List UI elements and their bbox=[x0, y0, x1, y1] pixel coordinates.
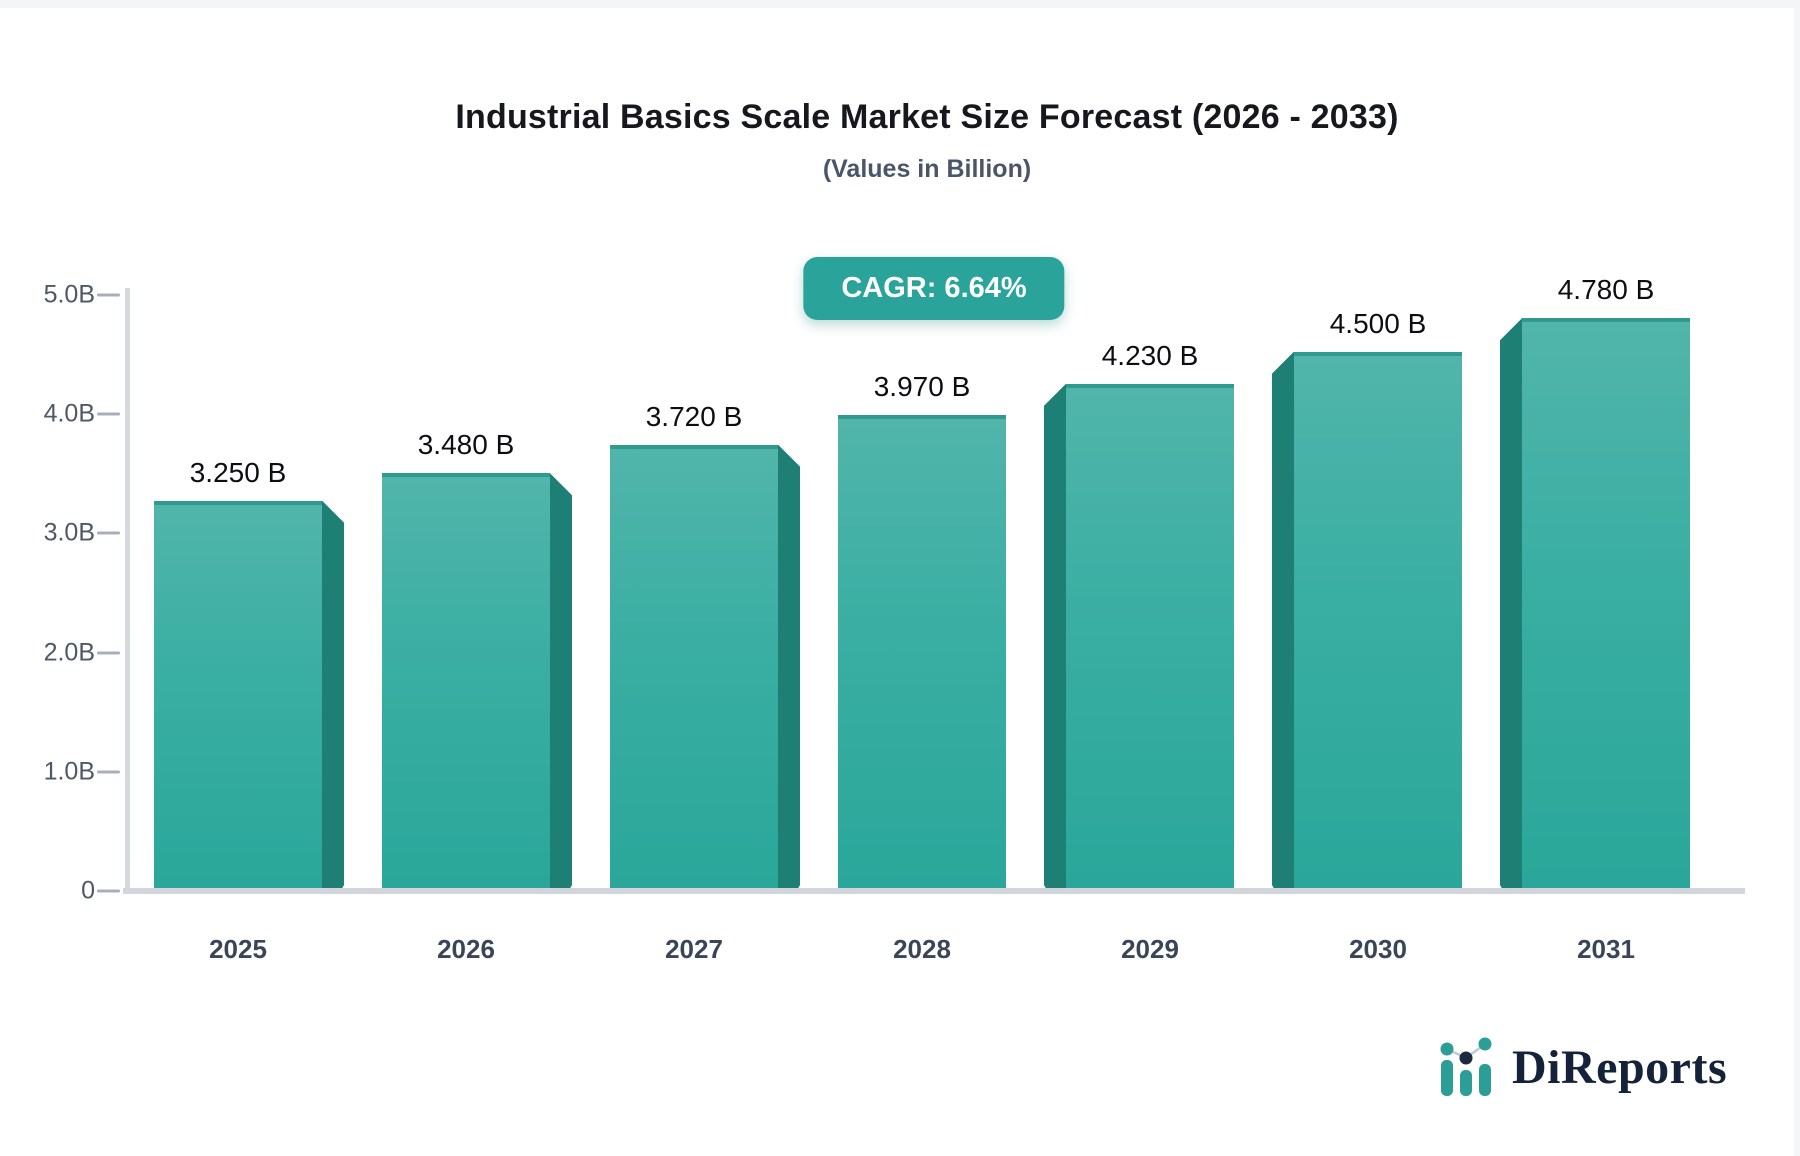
y-axis-line bbox=[125, 288, 130, 888]
x-axis-label: 2030 bbox=[1349, 934, 1407, 964]
bar-face bbox=[1066, 383, 1234, 888]
y-tick-label: 2.0B bbox=[43, 638, 95, 667]
y-tick-label: 4.0B bbox=[43, 399, 95, 428]
x-axis-label: 2026 bbox=[437, 934, 495, 964]
bar-top-edge bbox=[610, 444, 778, 449]
chart-header: Industrial Basics Scale Market Size Fore… bbox=[130, 98, 1724, 184]
bar-side-face bbox=[322, 501, 344, 888]
value-label: 4.780 B bbox=[1557, 274, 1655, 306]
bar bbox=[838, 414, 1006, 888]
y-tick-label: 3.0B bbox=[43, 518, 95, 547]
bar-face bbox=[382, 473, 550, 888]
bar bbox=[1272, 351, 1462, 888]
bar bbox=[382, 473, 572, 888]
y-tick-mark bbox=[97, 889, 120, 893]
logo: DiReports bbox=[1438, 1036, 1727, 1098]
y-tick-mark bbox=[97, 293, 120, 297]
bar-side-face bbox=[1500, 318, 1522, 888]
y-tick-mark bbox=[97, 770, 120, 774]
y-tick-label: 5.0B bbox=[43, 280, 95, 309]
bar-top-edge bbox=[154, 500, 322, 505]
y-tick-label: 0 bbox=[81, 876, 95, 905]
bar bbox=[1044, 383, 1234, 888]
cagr-badge: CAGR: 6.64% bbox=[803, 257, 1065, 320]
bar-face bbox=[838, 414, 1006, 888]
y-tick-mark bbox=[97, 651, 120, 655]
bar bbox=[610, 444, 800, 888]
chart-subtitle: (Values in Billion) bbox=[822, 155, 1032, 183]
bar bbox=[1500, 318, 1690, 888]
bar-top-edge bbox=[838, 414, 1006, 419]
bar-face bbox=[1294, 351, 1462, 888]
y-tick-label: 1.0B bbox=[43, 757, 95, 786]
x-axis-label: 2027 bbox=[665, 934, 723, 964]
chart-title: Industrial Basics Scale Market Size Fore… bbox=[455, 98, 1399, 136]
bar-side-face bbox=[778, 445, 800, 888]
x-axis-label: 2025 bbox=[209, 934, 267, 964]
bar-face bbox=[610, 444, 778, 888]
value-label: 3.720 B bbox=[645, 400, 743, 432]
plot-area: 0 1.0B 2.0B 3.0B 4.0B 5.0B 3.250 B 2025 3.480 B 2… bbox=[44, 274, 1745, 964]
bar-top-edge bbox=[1294, 351, 1462, 356]
y-tick-mark bbox=[97, 412, 120, 416]
x-axis-label: 2028 bbox=[893, 934, 951, 964]
value-label: 3.480 B bbox=[417, 429, 515, 461]
value-label: 3.250 B bbox=[189, 456, 287, 488]
value-label: 4.500 B bbox=[1329, 307, 1427, 339]
x-axis-label: 2029 bbox=[1121, 934, 1179, 964]
value-label: 3.970 B bbox=[873, 370, 971, 402]
value-label: 4.230 B bbox=[1101, 339, 1199, 371]
bar-side-face bbox=[550, 473, 572, 888]
bar-side-face bbox=[1272, 352, 1294, 888]
bar-face bbox=[1522, 318, 1690, 888]
y-tick-mark bbox=[97, 531, 120, 535]
bar-top-edge bbox=[1066, 383, 1234, 388]
logo-bar-chart-icon bbox=[1440, 1037, 1492, 1096]
bar-top-edge bbox=[1522, 318, 1690, 323]
logo-text: DiReports bbox=[1512, 1040, 1728, 1094]
bar-face bbox=[154, 500, 322, 888]
bar bbox=[154, 500, 344, 888]
chart-card: Industrial Basics Scale Market Size Fore… bbox=[0, 8, 1794, 1156]
x-axis-line bbox=[123, 888, 1745, 894]
bar-top-edge bbox=[382, 473, 550, 478]
bar-side-face bbox=[1044, 384, 1066, 888]
x-axis-label: 2031 bbox=[1577, 934, 1635, 964]
